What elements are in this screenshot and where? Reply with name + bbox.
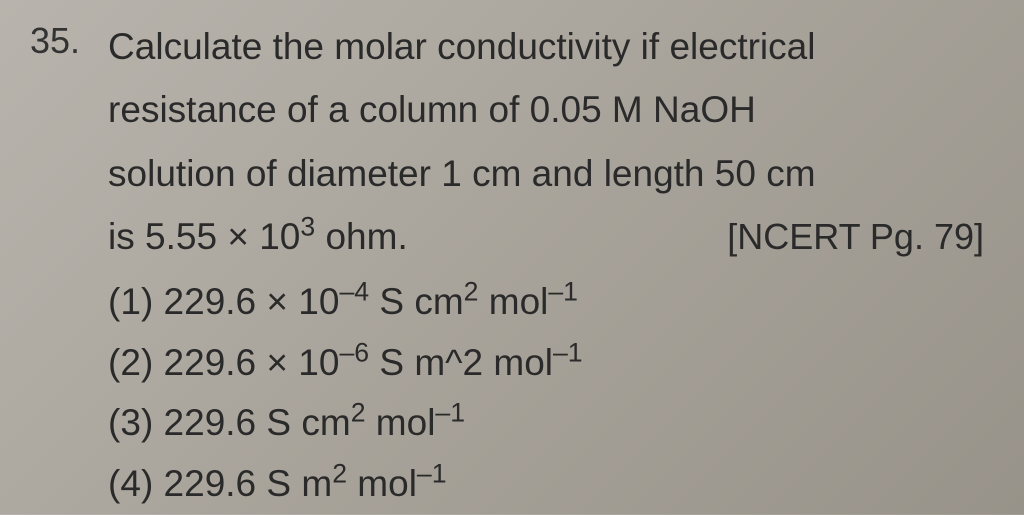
question-line-4: is 5.55 × 103 ohm. [NCERT Pg. 79]: [108, 208, 994, 265]
opt1-exp3: –1: [548, 277, 578, 307]
opt1-exp2: 2: [464, 277, 479, 307]
opt1-exp1: –4: [339, 277, 369, 307]
opt4-exp2: –1: [417, 458, 447, 488]
reference-label: [NCERT Pg. 79]: [727, 209, 994, 265]
opt1-mid: S cm: [369, 281, 464, 322]
opt3-pre: (3) 229.6 S cm: [108, 402, 351, 443]
opt4-mid: mol: [347, 463, 417, 504]
option-1: (1) 229.6 × 10–4 S cm2 mol–1: [108, 273, 994, 331]
opt3-mid: mol: [366, 402, 436, 443]
opt2-exp1: –6: [339, 338, 369, 368]
line4-exponent: 3: [300, 212, 315, 242]
line4-left: is 5.55 × 10: [108, 216, 300, 257]
question-block: 35. Calculate the molar conductivity if …: [30, 18, 994, 515]
opt3-exp2: –1: [435, 398, 465, 428]
question-line-1: Calculate the molar conductivity if elec…: [108, 18, 994, 75]
opt1-pre: (1) 229.6 × 10: [108, 281, 339, 322]
opt1-post: mol: [478, 281, 548, 322]
question-number: 35.: [30, 18, 80, 515]
opt2-exp2: –1: [553, 338, 583, 368]
options-list: (1) 229.6 × 10–4 S cm2 mol–1 (2) 229.6 ×…: [108, 273, 994, 513]
opt2-mid: S m^2 mol: [369, 342, 553, 383]
option-3: (3) 229.6 S cm2 mol–1: [108, 394, 994, 452]
opt4-pre: (4) 229.6 S m: [108, 463, 332, 504]
opt3-exp1: 2: [351, 398, 366, 428]
question-content: Calculate the molar conductivity if elec…: [108, 18, 994, 515]
question-line-3: solution of diameter 1 cm and length 50 …: [108, 145, 994, 202]
option-4: (4) 229.6 S m2 mol–1: [108, 455, 994, 513]
opt4-exp1: 2: [332, 458, 347, 488]
question-line-2: resistance of a column of 0.05 M NaOH: [108, 81, 994, 138]
resistance-value: is 5.55 × 103 ohm.: [108, 208, 408, 265]
opt2-pre: (2) 229.6 × 10: [108, 342, 339, 383]
line4-right: ohm.: [315, 216, 408, 257]
option-2: (2) 229.6 × 10–6 S m^2 mol–1: [108, 334, 994, 392]
